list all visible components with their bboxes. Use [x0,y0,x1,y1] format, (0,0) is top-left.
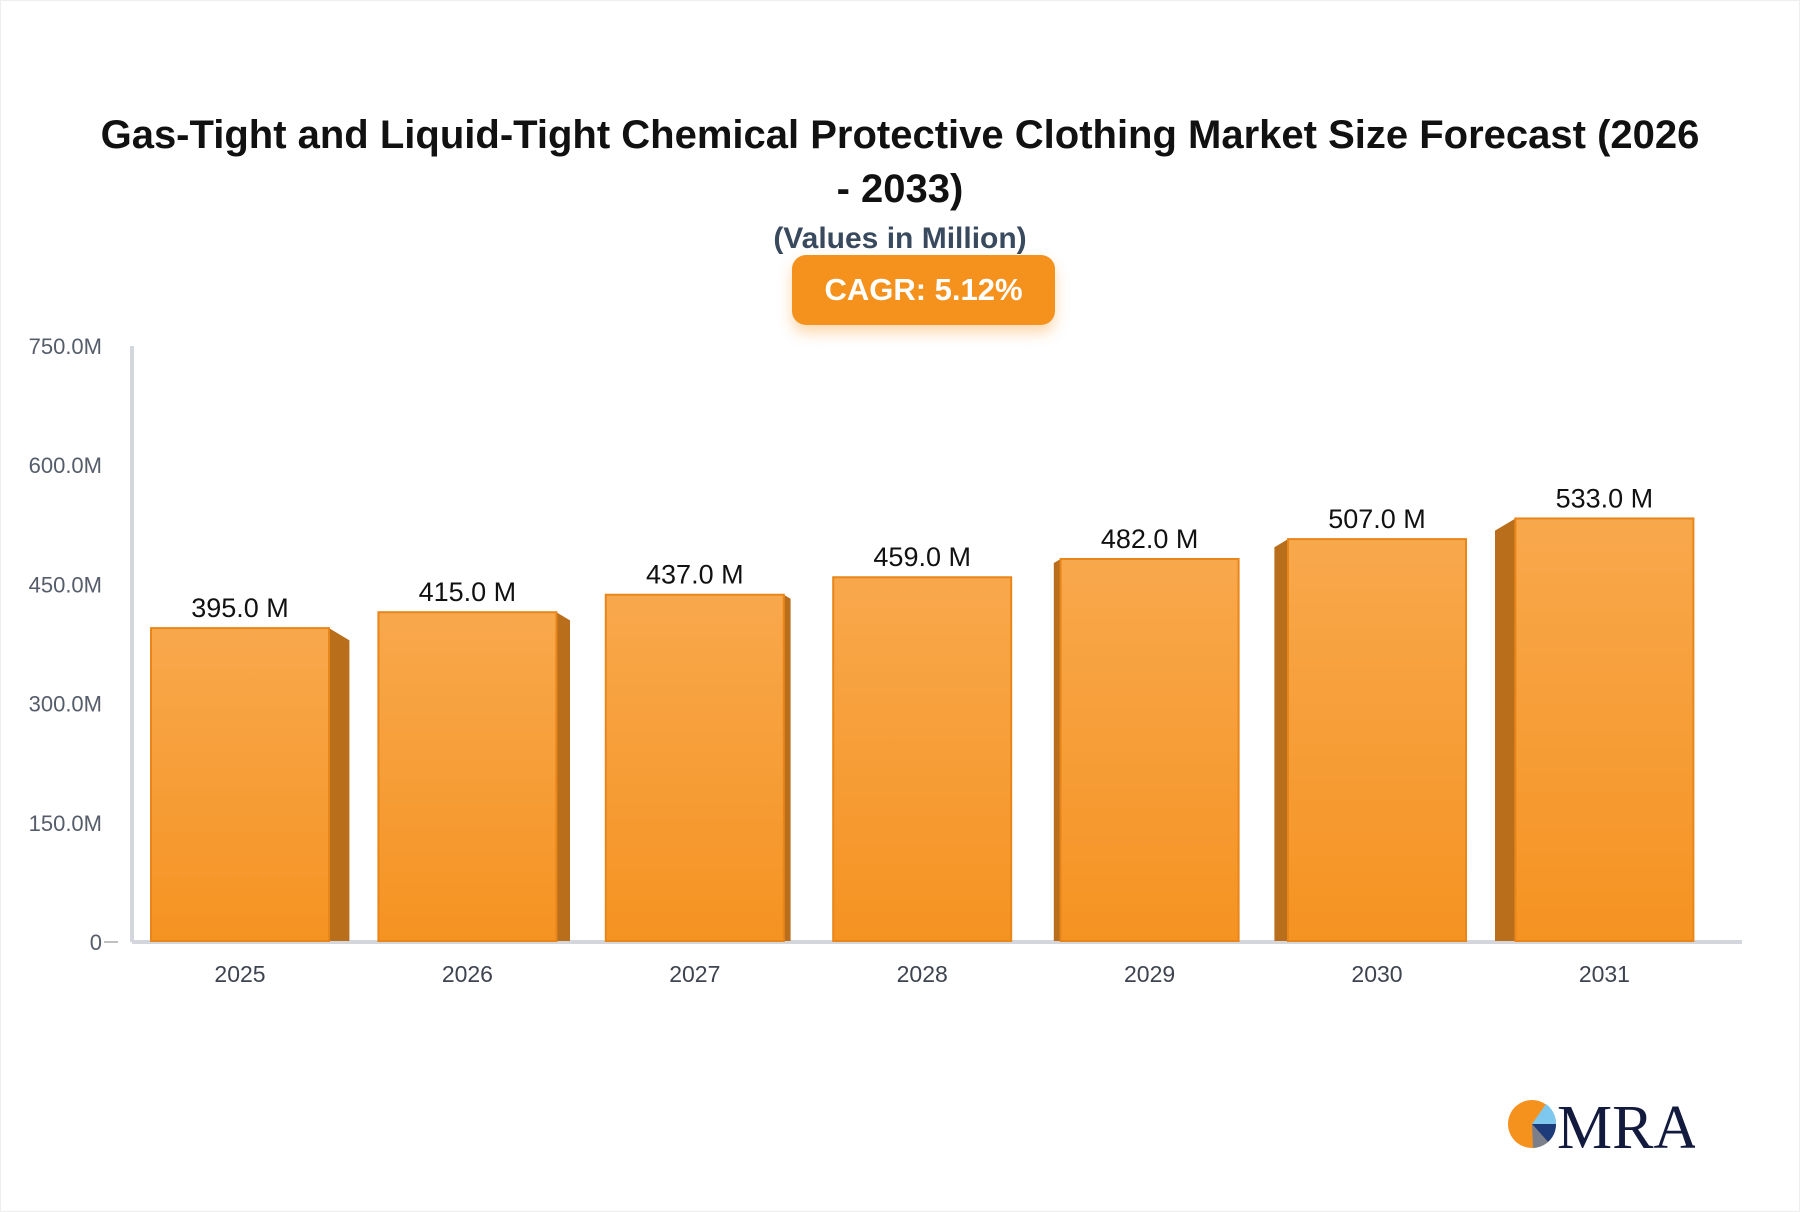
y-tick-label: 750.0M [29,334,102,359]
bar-2029 [1059,557,1240,942]
y-tick-label: 450.0M [29,572,102,597]
bar-side [1274,539,1288,941]
y-tick-label: 300.0M [29,692,102,717]
cagr-badge: CAGR: 5.12% [792,255,1055,325]
x-tick-label: 2028 [897,961,948,987]
bar-2030 [1287,538,1467,942]
bar-side [783,594,791,941]
bar-side [1495,518,1516,941]
x-tick-label: 2025 [214,961,265,987]
y-tick-label: 0 [90,930,102,955]
data-label: 459.0 M [873,542,971,572]
x-tick-label: 2030 [1351,961,1402,987]
bar-2025 [150,627,330,943]
data-label: 415.0 M [419,577,517,607]
mra-logo: MRA [1508,1094,1695,1156]
x-tick-label: 2029 [1124,961,1175,987]
data-label: 482.0 M [1101,524,1199,554]
bar-2028 [832,576,1013,942]
bar-2027 [604,593,785,942]
bar-2031 [1514,517,1695,943]
bar-side [329,628,350,941]
data-label: 533.0 M [1556,483,1654,513]
logo-text: MRA [1557,1094,1695,1156]
x-tick-label: 2031 [1579,961,1630,987]
x-tick-label: 2026 [442,961,493,987]
y-tick-label: 600.0M [29,453,102,478]
data-label: 437.0 M [646,560,744,590]
x-tick-label: 2027 [669,961,720,987]
bar-2026 [377,611,558,942]
y-tick-label: 150.0M [29,811,102,836]
chart-title: Gas-Tight and Liquid-Tight Chemical Prot… [100,113,1700,211]
chart-subtitle: (Values in Million) [773,222,1027,255]
bar-side [1053,558,1061,941]
data-label: 395.0 M [191,593,289,623]
bar-side [556,612,570,941]
data-label: 507.0 M [1328,504,1426,534]
